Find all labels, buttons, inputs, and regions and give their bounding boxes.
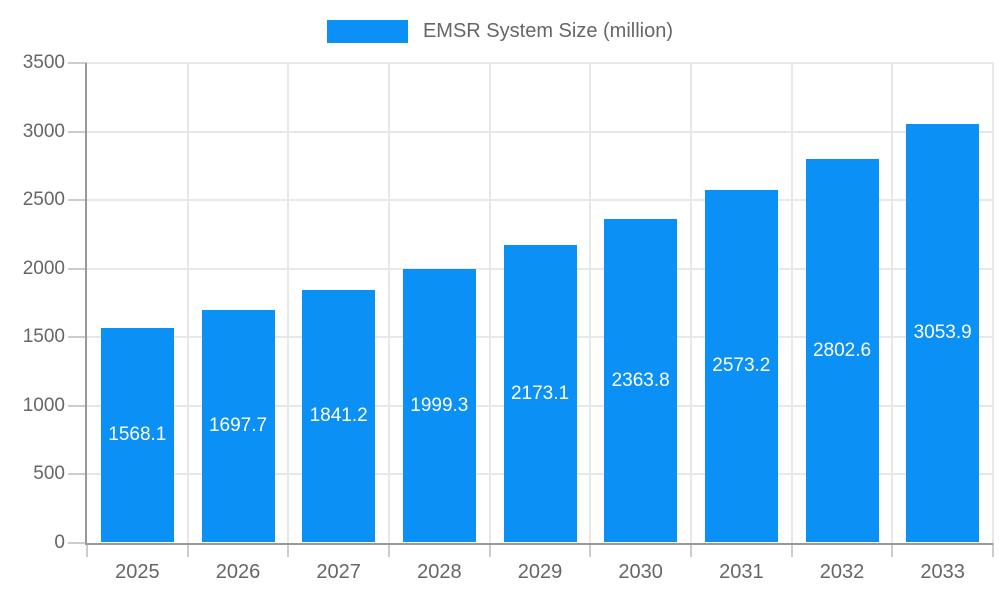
- bar[interactable]: 2363.8: [604, 218, 678, 543]
- x-tick-label: 2031: [719, 560, 764, 583]
- bar[interactable]: 3053.9: [906, 124, 980, 543]
- x-axis-line: [85, 542, 993, 545]
- bar-value-label: 1568.1: [108, 424, 167, 446]
- y-tick-label: 0: [54, 531, 65, 553]
- bar[interactable]: 1568.1: [100, 327, 174, 543]
- y-tick-mark: [68, 199, 87, 201]
- bar-value-label: 3053.9: [913, 322, 972, 344]
- y-tick-label: 2500: [22, 189, 65, 210]
- x-tick-label: 2033: [920, 560, 965, 583]
- x-tick-mark: [589, 542, 592, 557]
- y-tick-mark: [68, 541, 87, 544]
- y-tick-mark: [68, 404, 87, 407]
- x-tick-label: 2032: [819, 560, 865, 583]
- y-tick-mark: [68, 267, 87, 270]
- y-axis-line: [85, 63, 87, 545]
- legend: EMSR System Size (million): [0, 20, 1000, 43]
- x-tick-mark: [86, 542, 88, 557]
- y-tick-label: 500: [33, 463, 65, 484]
- bar-value-label: 2173.1: [510, 382, 570, 404]
- y-tick-label: 1500: [22, 326, 65, 347]
- bar-value-label: 2802.6: [812, 339, 872, 361]
- x-tick-label: 2026: [215, 560, 261, 583]
- y-tick-mark: [68, 473, 87, 475]
- x-tick-mark: [690, 542, 692, 557]
- bar[interactable]: 2802.6: [805, 158, 879, 543]
- bar[interactable]: 1697.7: [201, 309, 275, 543]
- x-tick-label: 2028: [417, 560, 462, 583]
- gridline-horizontal: [87, 130, 993, 133]
- y-tick-mark: [68, 130, 87, 133]
- x-tick-mark: [488, 542, 491, 557]
- bar-value-label: 2363.8: [611, 369, 670, 391]
- legend-label: EMSR System Size (million): [422, 20, 674, 42]
- gridline-vertical: [287, 63, 290, 543]
- bar-value-label: 1841.2: [309, 405, 368, 427]
- bar[interactable]: 2173.1: [503, 244, 577, 543]
- y-tick-mark: [68, 336, 87, 338]
- gridline-vertical: [690, 63, 692, 543]
- y-tick-label: 3500: [22, 52, 65, 73]
- x-tick-label: 2027: [316, 560, 361, 583]
- y-tick-label: 2000: [22, 257, 65, 279]
- gridline-vertical: [589, 63, 592, 543]
- x-tick-label: 2025: [115, 560, 160, 583]
- x-tick-mark: [287, 542, 290, 557]
- legend-swatch: [326, 20, 408, 43]
- gridline-vertical: [488, 63, 491, 543]
- x-tick-mark: [992, 542, 994, 557]
- bar[interactable]: 2573.2: [704, 189, 778, 543]
- y-tick-label: 1000: [22, 394, 65, 416]
- y-tick-mark: [68, 62, 87, 64]
- bar-value-label: 1999.3: [410, 394, 469, 416]
- gridline-vertical: [891, 63, 894, 543]
- x-tick-mark: [790, 542, 793, 557]
- gridline-vertical: [790, 63, 793, 543]
- gridline-vertical: [388, 63, 390, 543]
- gridline-vertical: [992, 63, 994, 543]
- gridline-horizontal: [87, 62, 993, 64]
- bar-value-label: 2573.2: [712, 355, 771, 377]
- bar[interactable]: 1841.2: [302, 290, 376, 543]
- x-tick-label: 2030: [618, 560, 663, 583]
- y-tick-label: 3000: [22, 120, 65, 142]
- x-tick-label: 2029: [517, 560, 563, 583]
- gridline-vertical: [186, 63, 189, 543]
- gridline-horizontal: [87, 199, 993, 201]
- bar-value-label: 1697.7: [208, 415, 268, 437]
- x-tick-mark: [891, 542, 894, 557]
- bar[interactable]: 1999.3: [402, 268, 476, 543]
- legend-item[interactable]: EMSR System Size (million): [326, 20, 674, 43]
- x-tick-mark: [186, 542, 189, 557]
- x-tick-mark: [388, 542, 390, 557]
